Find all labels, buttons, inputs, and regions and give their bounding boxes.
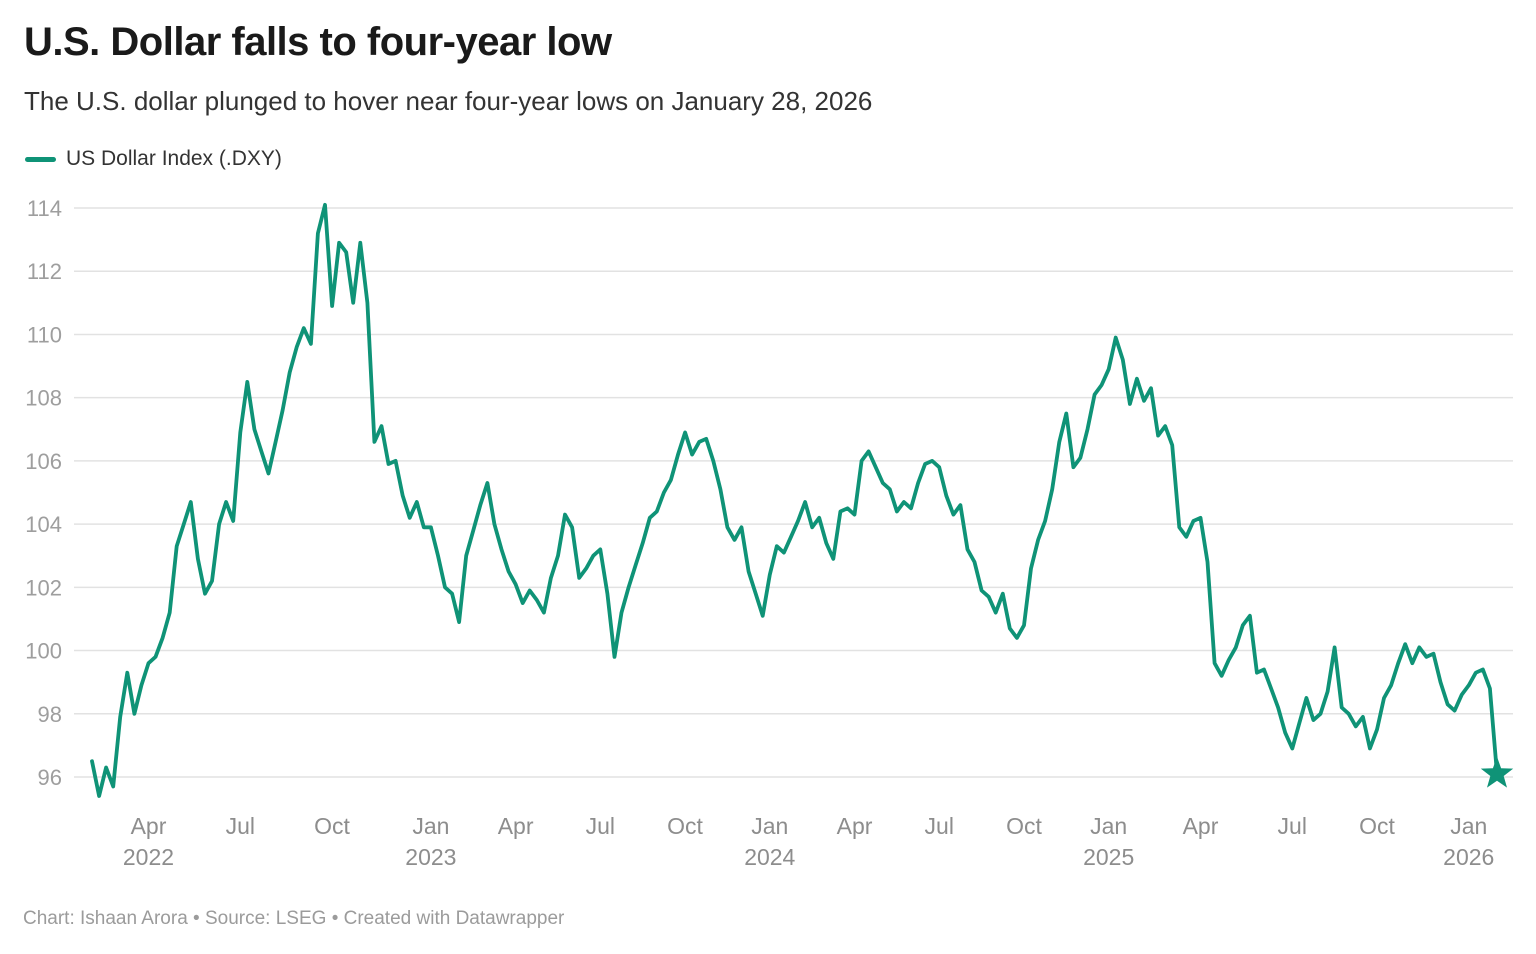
y-axis-tick-label: 96 bbox=[38, 765, 62, 790]
x-axis-year-label: 2026 bbox=[1443, 844, 1494, 870]
x-axis-year-label: 2024 bbox=[744, 844, 795, 870]
x-axis-month-label: Jan bbox=[412, 813, 449, 839]
x-axis-year-label: 2022 bbox=[123, 844, 174, 870]
x-axis-month-label: Oct bbox=[1359, 813, 1395, 839]
y-axis-tick-label: 114 bbox=[27, 196, 62, 221]
legend-line-swatch-icon bbox=[25, 156, 56, 162]
y-axis-tick-label: 110 bbox=[27, 322, 62, 347]
y-axis-tick-label: 98 bbox=[38, 702, 62, 727]
y-axis-tick-label: 112 bbox=[27, 259, 62, 284]
legend-label: US Dollar Index (.DXY) bbox=[66, 147, 282, 170]
x-axis-month-label: Jul bbox=[925, 813, 954, 839]
y-axis-tick-label: 106 bbox=[25, 449, 62, 474]
x-axis-year-label: 2023 bbox=[405, 844, 456, 870]
y-axis-tick-label: 104 bbox=[25, 512, 62, 537]
chart-subtitle: The U.S. dollar plunged to hover near fo… bbox=[24, 86, 873, 116]
x-axis-month-label: Jul bbox=[586, 813, 615, 839]
x-axis-month-label: Apr bbox=[1183, 813, 1219, 839]
legend: US Dollar Index (.DXY) bbox=[25, 147, 282, 171]
x-axis-month-label: Oct bbox=[1006, 813, 1042, 839]
endpoint-star-marker bbox=[1480, 756, 1514, 788]
x-axis-month-label: Jul bbox=[1278, 813, 1307, 839]
y-axis-tick-label: 100 bbox=[25, 639, 62, 664]
x-axis-year-label: 2025 bbox=[1083, 844, 1134, 870]
x-axis-month-label: Jul bbox=[226, 813, 255, 839]
x-axis-month-label: Jan bbox=[751, 813, 788, 839]
x-axis-month-label: Oct bbox=[667, 813, 703, 839]
x-axis-month-label: Jan bbox=[1090, 813, 1127, 839]
attribution-footer: Chart: Ishaan Arora • Source: LSEG • Cre… bbox=[23, 908, 565, 929]
y-axis-tick-label: 108 bbox=[25, 386, 62, 411]
x-axis-month-label: Apr bbox=[498, 813, 534, 839]
x-axis-month-label: Oct bbox=[314, 813, 350, 839]
dxy-line bbox=[90, 202, 1499, 798]
page-title: U.S. Dollar falls to four-year low bbox=[24, 20, 612, 64]
x-axis-month-label: Apr bbox=[837, 813, 873, 839]
x-axis-month-label: Apr bbox=[131, 813, 167, 839]
x-axis-month-label: Jan bbox=[1450, 813, 1487, 839]
y-axis-tick-label: 102 bbox=[25, 575, 62, 600]
